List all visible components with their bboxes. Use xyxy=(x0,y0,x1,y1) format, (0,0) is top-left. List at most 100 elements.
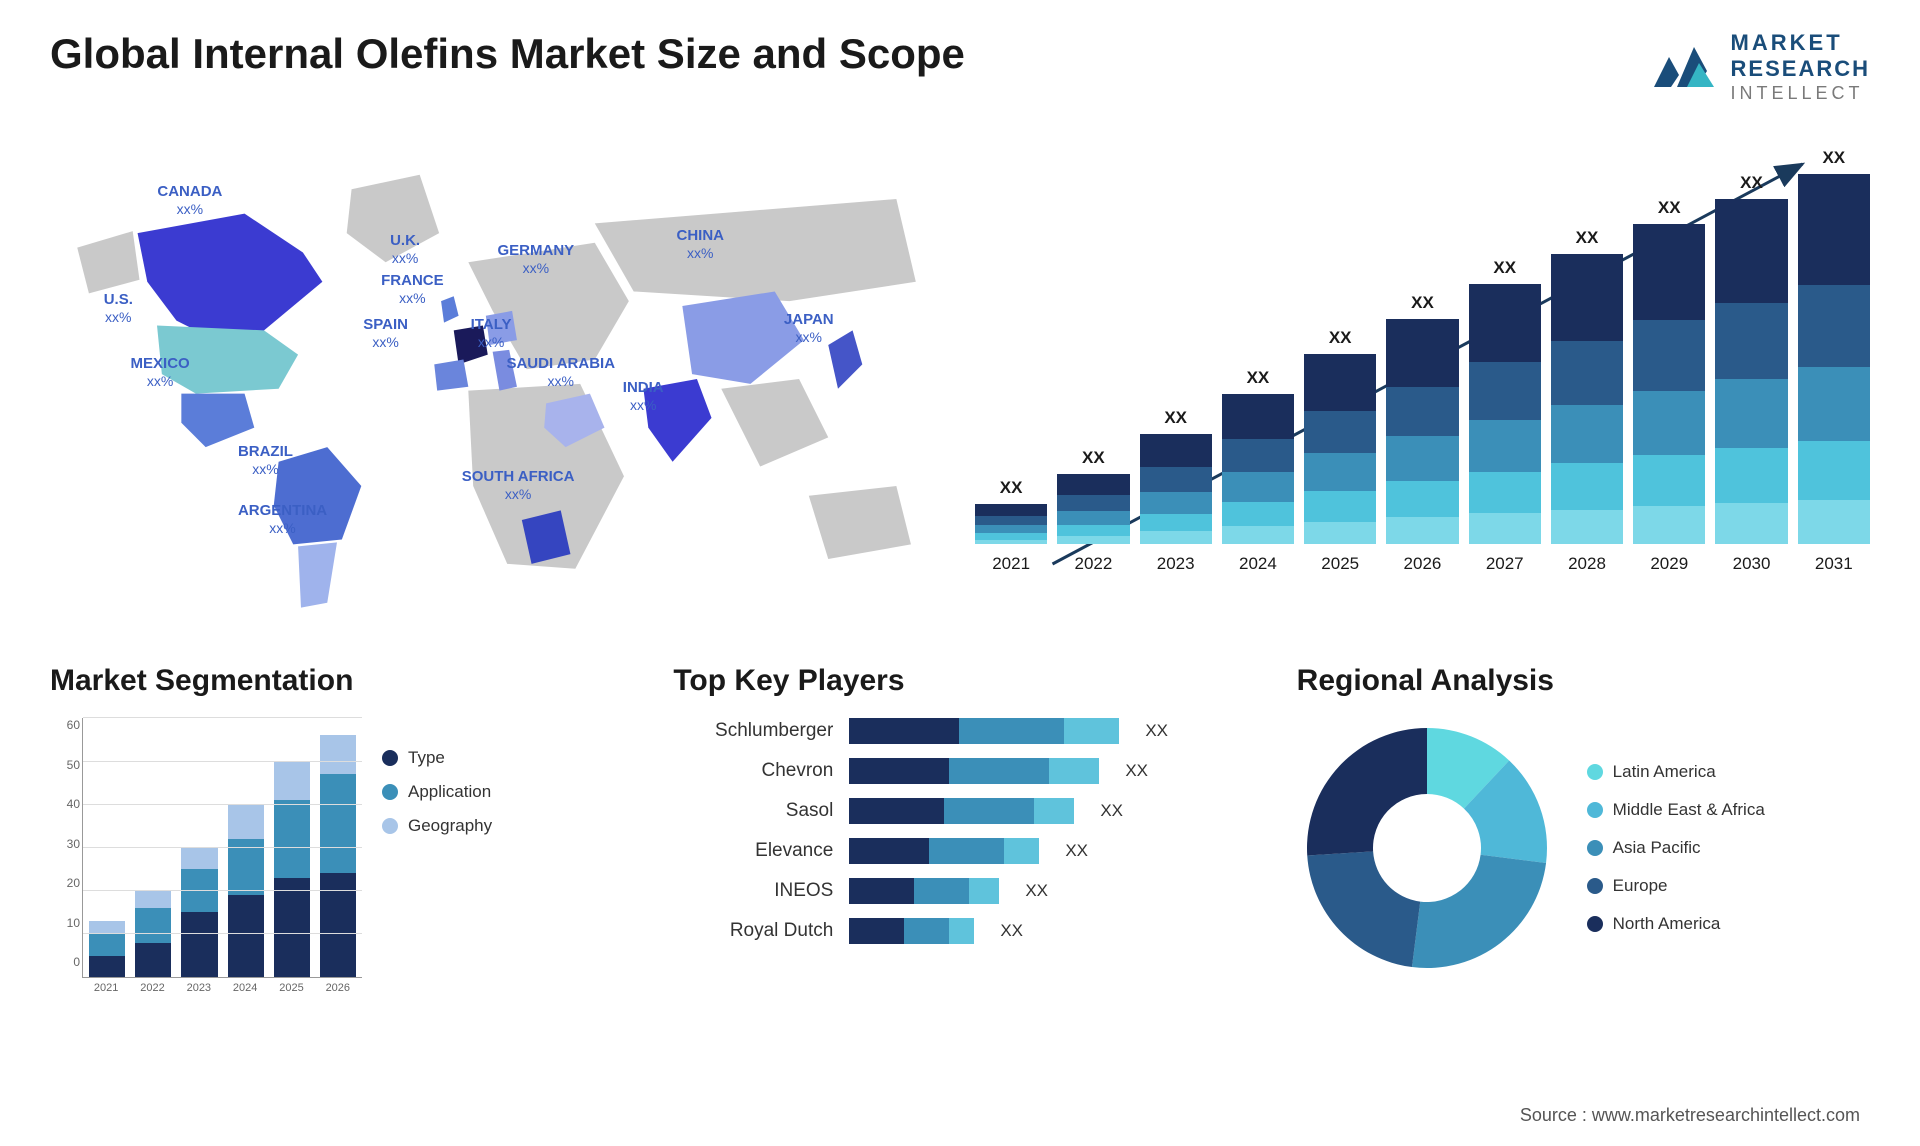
growth-chart: XX2021XX2022XX2023XX2024XX2025XX2026XX20… xyxy=(975,134,1870,624)
player-bar-segment xyxy=(849,718,959,744)
legend-item: Asia Pacific xyxy=(1587,838,1765,858)
growth-segment xyxy=(1304,522,1376,545)
growth-segment xyxy=(1140,492,1212,514)
growth-segment xyxy=(1057,474,1129,495)
growth-value-label: XX xyxy=(1576,228,1599,248)
seg-bar-segment xyxy=(135,943,171,978)
legend-item: Geography xyxy=(382,816,492,836)
seg-bar-segment xyxy=(274,878,310,978)
regional-legend: Latin AmericaMiddle East & AfricaAsia Pa… xyxy=(1587,762,1765,934)
seg-ytick: 10 xyxy=(50,916,80,930)
seg-xtick: 2023 xyxy=(181,982,217,994)
legend-label: Middle East & Africa xyxy=(1613,800,1765,820)
growth-segment xyxy=(1304,491,1376,521)
map-label: U.S.xx% xyxy=(104,291,133,326)
growth-segment xyxy=(1140,467,1212,491)
seg-gridline xyxy=(83,804,362,805)
map-label: CANADAxx% xyxy=(157,183,222,218)
player-name: Schlumberger xyxy=(673,720,833,742)
key-players-panel: Top Key Players SchlumbergerXXChevronXXS… xyxy=(673,664,1246,994)
growth-bars: XX2021XX2022XX2023XX2024XX2025XX2026XX20… xyxy=(975,174,1870,574)
growth-year-label: 2025 xyxy=(1321,554,1359,574)
player-bar xyxy=(849,838,1039,864)
donut-slice xyxy=(1307,852,1420,968)
growth-segment xyxy=(1222,502,1294,526)
player-bar-segment xyxy=(1004,838,1039,864)
growth-segment xyxy=(975,525,1047,533)
seg-bar-segment xyxy=(274,800,310,878)
growth-segment xyxy=(1304,354,1376,411)
player-bar-segment xyxy=(849,798,944,824)
growth-year-label: 2029 xyxy=(1650,554,1688,574)
seg-ytick: 0 xyxy=(50,955,80,969)
growth-segment xyxy=(1551,341,1623,405)
legend-dot xyxy=(1587,840,1603,856)
player-name: Elevance xyxy=(673,840,833,862)
regional-heading: Regional Analysis xyxy=(1297,664,1870,698)
map-label: JAPANxx% xyxy=(784,311,834,346)
seg-xtick: 2021 xyxy=(88,982,124,994)
seg-x-axis: 202120222023202420252026 xyxy=(82,978,362,994)
growth-value-label: XX xyxy=(1740,173,1763,193)
player-name: Royal Dutch xyxy=(673,920,833,942)
growth-value-label: XX xyxy=(1493,258,1516,278)
player-bar-segment xyxy=(904,918,949,944)
map-land-se-asia xyxy=(721,379,828,467)
legend-dot xyxy=(1587,916,1603,932)
regional-panel: Regional Analysis Latin AmericaMiddle Ea… xyxy=(1297,664,1870,994)
player-bar-segment xyxy=(969,878,999,904)
growth-col: XX2024 xyxy=(1222,368,1294,574)
seg-ytick: 30 xyxy=(50,837,80,851)
legend-item: Europe xyxy=(1587,876,1765,896)
legend-item: Application xyxy=(382,782,492,802)
map-region-spain xyxy=(434,360,468,391)
growth-segment xyxy=(975,540,1047,545)
seg-bar-segment xyxy=(181,912,217,977)
growth-segment xyxy=(1386,319,1458,387)
growth-segment xyxy=(1798,367,1870,441)
seg-bar-segment xyxy=(228,804,264,839)
seg-ytick: 20 xyxy=(50,876,80,890)
seg-col xyxy=(89,921,125,977)
growth-value-label: XX xyxy=(1164,408,1187,428)
growth-segment xyxy=(1469,472,1541,514)
growth-bar xyxy=(1715,199,1787,544)
segmentation-panel: Market Segmentation 0102030405060 202120… xyxy=(50,664,623,994)
growth-col: XX2023 xyxy=(1140,408,1212,574)
seg-xtick: 2026 xyxy=(320,982,356,994)
map-label: FRANCExx% xyxy=(381,272,444,307)
logo-text: MARKET RESEARCH INTELLECT xyxy=(1731,30,1870,104)
growth-value-label: XX xyxy=(1822,148,1845,168)
growth-year-label: 2026 xyxy=(1404,554,1442,574)
seg-ytick: 60 xyxy=(50,718,80,732)
seg-gridline xyxy=(83,933,362,934)
growth-year-label: 2030 xyxy=(1733,554,1771,574)
growth-segment xyxy=(1633,455,1705,506)
growth-col: XX2026 xyxy=(1386,293,1458,574)
player-name: INEOS xyxy=(673,880,833,902)
seg-gridline xyxy=(83,847,362,848)
growth-segment xyxy=(1057,536,1129,544)
map-region-mexico xyxy=(181,394,254,448)
seg-bar-segment xyxy=(320,735,356,774)
map-label: U.K.xx% xyxy=(390,232,420,267)
player-value: XX xyxy=(1000,921,1023,941)
growth-segment xyxy=(1633,506,1705,544)
player-bar-segment xyxy=(849,838,929,864)
growth-bar xyxy=(1304,354,1376,544)
player-bar xyxy=(849,718,1119,744)
seg-xtick: 2022 xyxy=(134,982,170,994)
seg-ytick: 50 xyxy=(50,758,80,772)
growth-col: XX2027 xyxy=(1469,258,1541,574)
legend-label: Europe xyxy=(1613,876,1668,896)
player-bar-segment xyxy=(849,918,904,944)
regional-donut xyxy=(1297,718,1557,978)
growth-bar xyxy=(1386,319,1458,544)
seg-gridline xyxy=(83,717,362,718)
player-value: XX xyxy=(1125,761,1148,781)
map-label: SPAINxx% xyxy=(363,316,408,351)
growth-segment xyxy=(1469,362,1541,419)
player-value: XX xyxy=(1145,721,1168,741)
legend-label: Asia Pacific xyxy=(1613,838,1701,858)
seg-bar-segment xyxy=(89,956,125,978)
